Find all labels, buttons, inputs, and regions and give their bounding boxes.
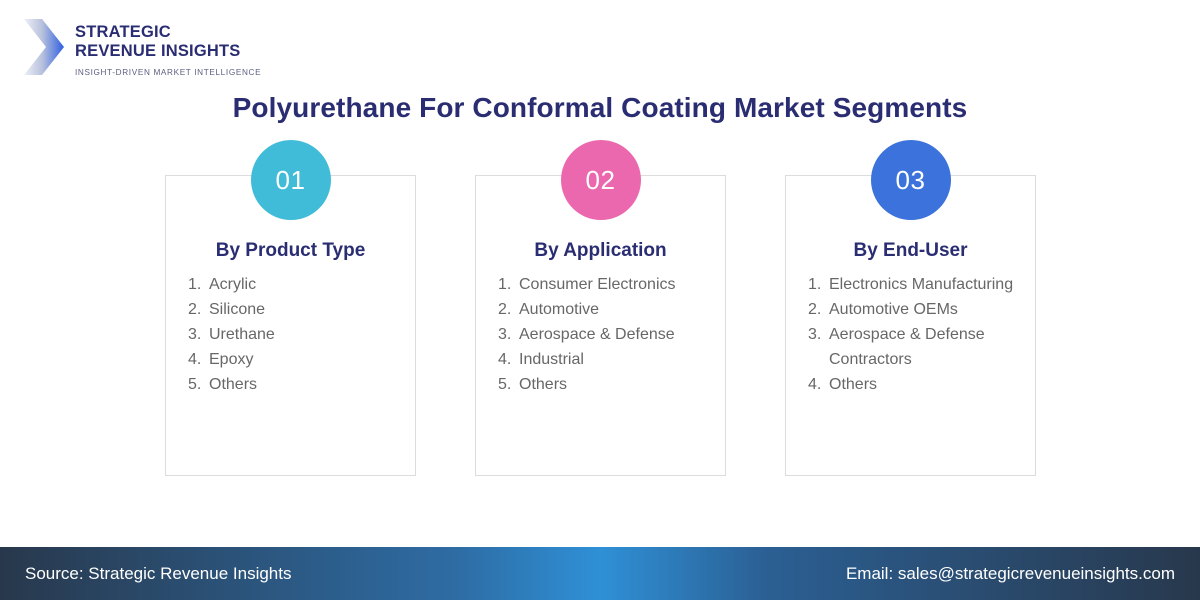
segment-badge-number-3: 03 [895,164,926,195]
segment-card-2: 02 By Application 1. Consumer Electronic… [475,140,726,476]
list-item-number: 5. [498,376,512,393]
list-item-label: Urethane [209,326,275,343]
segment-list-1: 1. Acrylic 2. Silicone 3. Urethane 4. Ep… [166,272,415,397]
segment-heading-1: By Product Type [215,240,366,261]
chevron-right-icon [24,19,64,75]
segment-badge-number-1: 01 [275,164,306,195]
segment-heading-2: By Application [534,240,667,261]
list-item-number: 1. [188,276,202,293]
list-item-label: Automotive OEMs [829,301,958,318]
list-item: 4. Industrial [498,347,713,372]
segment-list-3: 1. Electronics Manufacturing 2. Automoti… [786,272,1035,397]
segment-badge-number-2: 02 [585,164,616,195]
list-item-number: 4. [188,351,202,368]
list-item-label: Consumer Electronics [519,276,676,293]
list-item-label: Acrylic [209,276,257,293]
segment-card-1: 01 By Product Type 1. Acrylic 2. Silicon… [165,140,416,476]
segment-badge-1: 01 [250,140,331,220]
page-title: Polyurethane For Conformal Coating Marke… [232,92,968,123]
list-item-number: 1. [498,276,512,293]
list-item: 5. Others [188,372,403,397]
list-item-number: 3. [188,326,202,343]
list-item: 2. Silicone [188,297,403,322]
logo-line-1: STRATEGIC [75,23,171,41]
list-item-label: Aerospace & Defense [519,326,675,343]
segment-heading-3: By End-User [853,240,968,261]
segment-badge-3: 03 [870,140,951,220]
list-item-label: Electronics Manufacturing [829,276,1014,293]
logo-wordmark: STRATEGIC REVENUE INSIGHTS INSIGHT-DRIVE… [75,18,261,77]
list-item: 2. Automotive OEMs [808,297,1023,322]
list-item: 3. Aerospace & Defense [498,322,713,347]
list-item-number: 5. [188,376,202,393]
list-item: 1. Acrylic [188,272,403,297]
segment-cards: 01 By Product Type 1. Acrylic 2. Silicon… [165,140,1036,477]
list-item-number: 4. [498,351,512,368]
list-item-label: Others [209,376,258,393]
logo-tagline: INSIGHT-DRIVEN MARKET INTELLIGENCE [75,68,262,78]
segment-list-2: 1. Consumer Electronics 2. Automotive 3.… [476,272,725,397]
list-item-number: 3. [808,326,822,343]
list-item-label: Silicone [209,301,266,318]
list-item: 1. Electronics Manufacturing [808,272,1023,297]
footer-email[interactable]: Email: sales@strategicrevenueinsights.co… [845,563,1175,583]
list-item: 3. Aerospace & Defense Contractors [808,322,1023,372]
list-item: 4. Others [808,372,1023,397]
list-item: 1. Consumer Electronics [498,272,713,297]
logo-line-2: REVENUE INSIGHTS [75,42,241,61]
list-item-number: 3. [498,326,512,343]
brand-logo: STRATEGIC REVENUE INSIGHTS INSIGHT-DRIVE… [22,18,261,77]
segment-badge-2: 02 [560,140,641,220]
list-item-number: 2. [188,301,202,318]
footer-bar: Source: Strategic Revenue Insights Email… [0,547,1200,600]
list-item-number: 2. [498,301,512,318]
list-item-label: Automotive [519,301,600,318]
list-item-number: 2. [808,301,822,318]
list-item: 5. Others [498,372,713,397]
footer-source: Source: Strategic Revenue Insights [25,563,292,583]
segment-card-3: 03 By End-User 1. Electronics Manufactur… [785,140,1036,476]
list-item-number: 1. [808,276,822,293]
list-item-label: Others [519,376,568,393]
list-item-label: Others [829,376,878,393]
list-item-label: Epoxy [209,351,254,368]
list-item-label: Industrial [519,351,584,368]
list-item-label: Aerospace & Defense Contractors [829,326,985,368]
list-item: 2. Automotive [498,297,713,322]
list-item: 3. Urethane [188,322,403,347]
list-item: 4. Epoxy [188,347,403,372]
list-item-number: 4. [808,376,822,393]
